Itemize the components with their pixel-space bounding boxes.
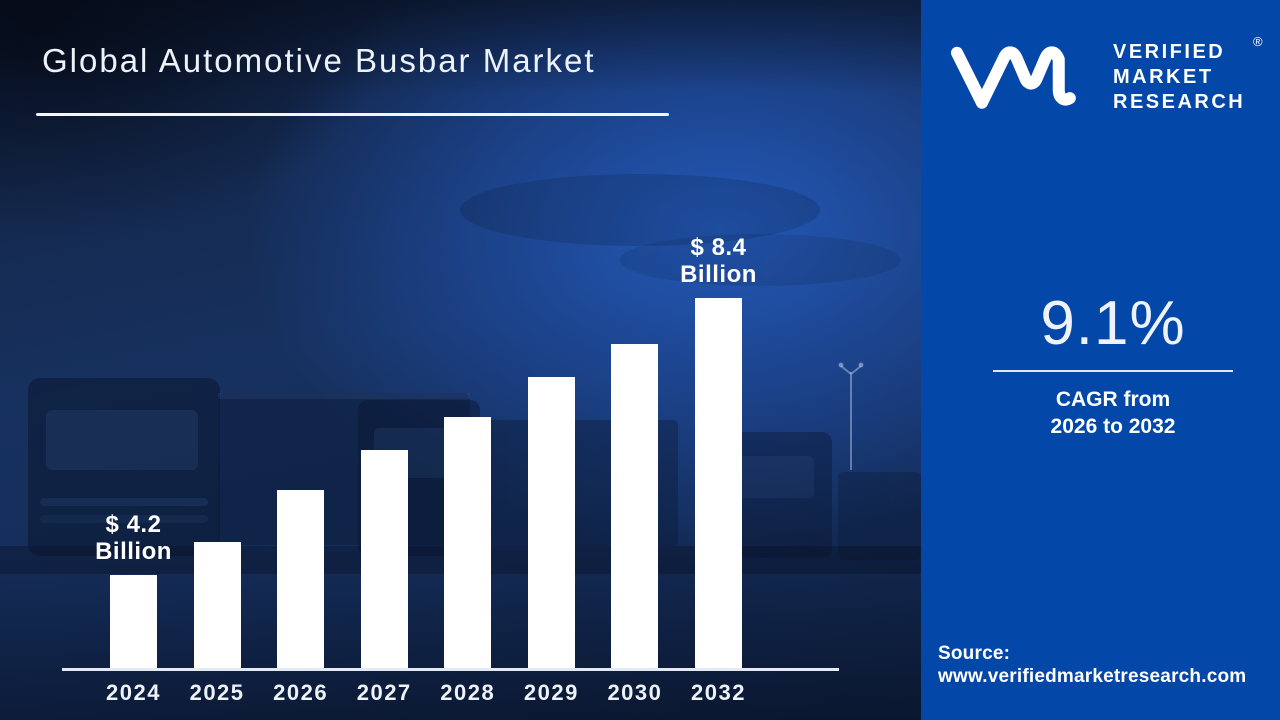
x-axis-label-2026: 2026 [273, 680, 329, 705]
cagr-label-line1: CAGR from [1055, 388, 1171, 411]
bar-2030 [611, 344, 659, 668]
brand-word-research: RESEARCH [1113, 91, 1246, 113]
vmr-monogram-icon [950, 46, 1076, 109]
value-label-2024: $ 4.2 Billion [95, 511, 172, 565]
cagr-value: 9.1% [1040, 289, 1186, 358]
x-axis-line [62, 668, 839, 671]
cagr-block: 9.1% CAGR from 2026 to 2032 [993, 290, 1233, 440]
x-axis-label-2027: 2027 [356, 680, 412, 705]
chart-section: Global Automotive Busbar Market 2024 2025… [0, 0, 921, 720]
title-underline [36, 113, 669, 116]
x-axis-label-2025: 2025 [189, 680, 245, 705]
cagr-label: CAGR from 2026 to 2032 [993, 386, 1233, 440]
cagr-label-line2: 2026 to 2032 [1050, 415, 1176, 438]
bar-2028 [444, 417, 492, 668]
bar-2026 [277, 490, 325, 668]
value-label-2032: $ 8.4 Billion [680, 234, 757, 288]
x-axis-label-2032: 2032 [691, 680, 746, 705]
brand-word-market: MARKET [1113, 66, 1214, 88]
bar-2032 [695, 298, 742, 668]
vmr-logo: VERIFIED MARKET RESEARCH ® [921, 0, 1280, 130]
x-axis-label-2029: 2029 [523, 680, 579, 705]
brand-word-verified: VERIFIED [1113, 41, 1226, 63]
brand-name: VERIFIED MARKET RESEARCH [1113, 40, 1245, 115]
bar-2024 [110, 575, 157, 668]
bar-2029 [527, 377, 575, 668]
source-label: Source: [938, 643, 1011, 664]
registered-trademark-symbol: ® [1253, 34, 1263, 49]
bar-2027 [360, 450, 408, 668]
x-axis-label-2030: 2030 [607, 680, 663, 705]
brand-panel: VERIFIED MARKET RESEARCH ® 9.1% CAGR fro… [921, 0, 1280, 720]
cagr-divider [993, 370, 1233, 372]
source-url: www.verifiedmarketresearch.com [938, 666, 1247, 687]
source-block: Source: www.verifiedmarketresearch.com [938, 642, 1273, 688]
x-axis-label-2024: 2024 [106, 680, 161, 705]
page-title: Global Automotive Busbar Market [42, 42, 596, 79]
x-axis-label-2028: 2028 [440, 680, 496, 705]
bar-chart: 2024 2025 2026 2027 2028 2029 2030 2032 $ 4.2 Bil… [62, 234, 839, 705]
bar-2025 [193, 542, 241, 668]
